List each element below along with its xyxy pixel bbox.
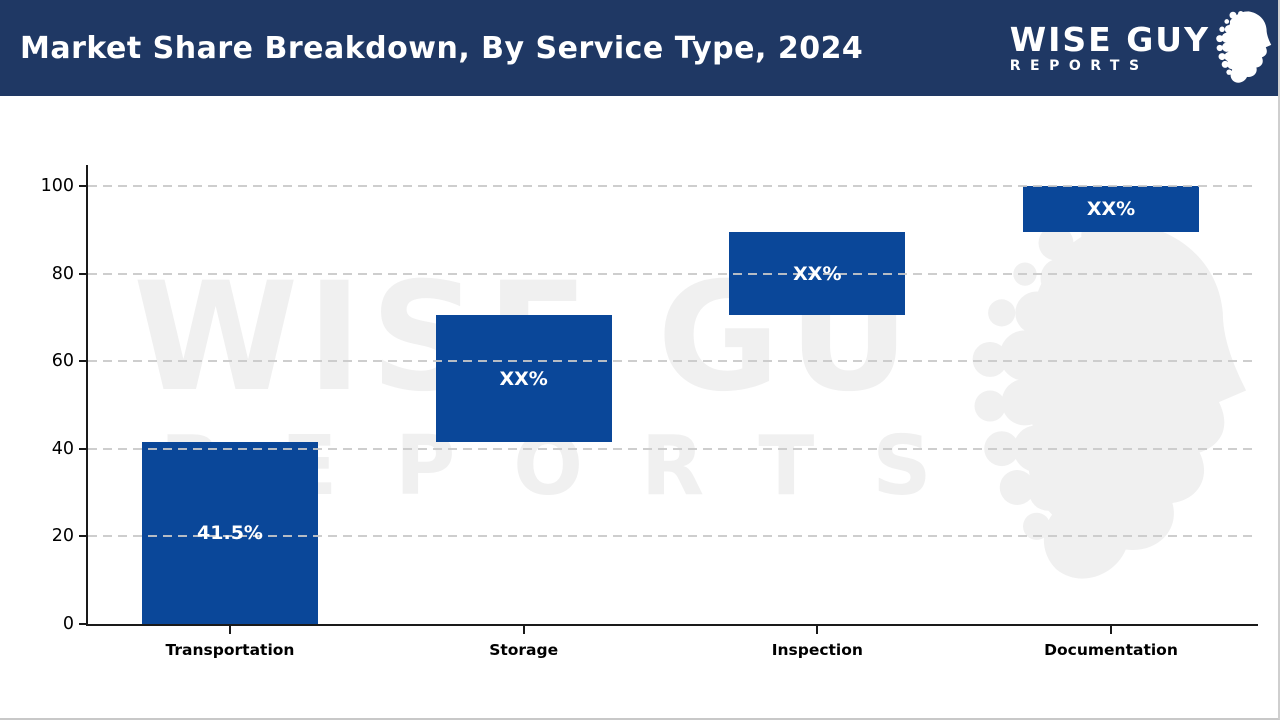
x-tick-mark-documentation: [1110, 626, 1112, 634]
bar-documentation: [1023, 186, 1199, 232]
watermark-face-icon: [856, 212, 1256, 600]
y-tick-label-80: 80: [51, 263, 74, 284]
y-tick-label-40: 40: [51, 438, 74, 459]
gridline-80: [88, 272, 1258, 275]
header-bar: Market Share Breakdown, By Service Type,…: [0, 0, 1278, 96]
gridline-100: [88, 185, 1258, 187]
gridline-40: [88, 447, 1258, 450]
wiseguy-logo-line2: REPORTS: [1009, 58, 1149, 74]
x-category-label-storage: Storage: [489, 641, 559, 659]
y-tick-label-100: 100: [40, 176, 74, 196]
chart-area: 0 20 40 60 80 100 41.5% Transportation XX% Storag…: [0, 96, 1278, 718]
x-tick-mark-storage: [522, 626, 525, 634]
gridline-20: [88, 535, 1258, 538]
y-tick-mark-100: [79, 185, 88, 187]
bar-value-label-inspection: XX%: [793, 262, 842, 285]
y-tick-mark-40: [79, 447, 88, 450]
y-tick-mark-60: [79, 360, 88, 363]
wiseguy-logo: WISE GUY REPORTS: [1010, 4, 1272, 92]
y-tick-mark-0: [79, 623, 88, 625]
bar-storage: [435, 315, 612, 443]
x-category-label-inspection: Inspection: [771, 641, 863, 659]
x-tick-mark-transportation: [229, 626, 231, 634]
wiseguy-logo-line1: WISE GUY: [1009, 20, 1210, 59]
y-tick-label-20: 20: [51, 526, 74, 547]
y-tick-mark-20: [79, 535, 88, 538]
y-axis-spine: [86, 165, 88, 626]
x-category-label-transportation: Transportation: [165, 641, 295, 659]
chart-title: Market Share Breakdown, By Service Type,…: [20, 30, 864, 66]
y-tick-mark-80: [79, 272, 88, 275]
bar-transportation: [142, 442, 318, 624]
y-tick-label-0: 0: [62, 614, 74, 634]
bar-value-label-documentation: XX%: [1086, 197, 1136, 220]
x-tick-mark-inspection: [816, 626, 819, 634]
bar-value-label-storage: XX%: [499, 367, 548, 390]
x-axis-spine: [86, 624, 1258, 626]
gridline-60: [88, 360, 1258, 363]
wiseguy-logo-text: WISE GUY REPORTS: [1010, 23, 1210, 73]
bar-value-label-transportation: 41.5%: [197, 522, 263, 545]
x-category-label-documentation: Documentation: [1044, 641, 1178, 659]
y-tick-label-60: 60: [51, 351, 74, 372]
